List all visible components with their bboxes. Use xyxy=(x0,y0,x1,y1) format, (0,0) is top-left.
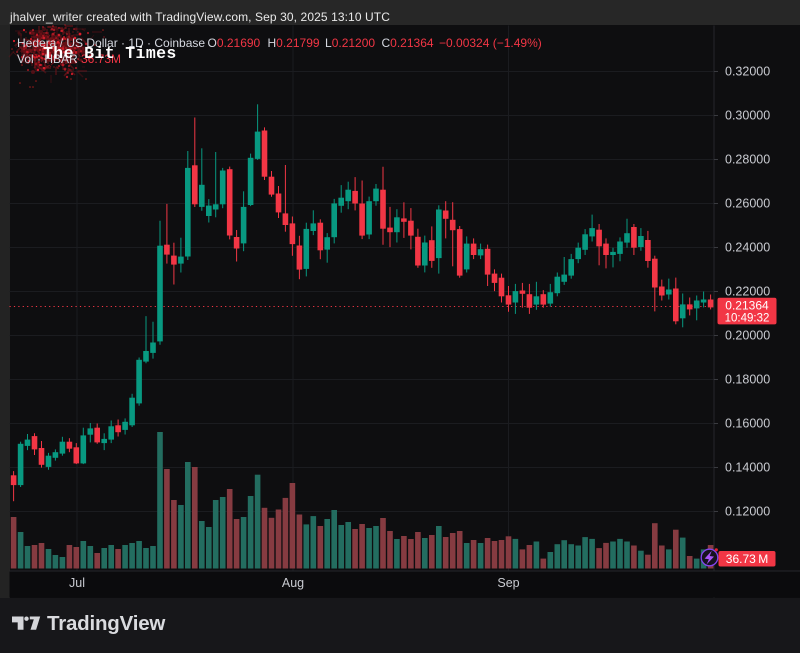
svg-text:36.73 M: 36.73 M xyxy=(726,552,768,566)
svg-text:0.30000: 0.30000 xyxy=(725,109,770,123)
svg-text:0.28000: 0.28000 xyxy=(725,153,770,167)
svg-text:0.24000: 0.24000 xyxy=(725,241,770,255)
svg-text:0.21364: 0.21364 xyxy=(725,299,769,313)
svg-text:0.18000: 0.18000 xyxy=(725,373,770,387)
svg-text:Sep: Sep xyxy=(497,576,519,590)
svg-text:10:49:32: 10:49:32 xyxy=(725,313,770,325)
svg-text:Aug: Aug xyxy=(282,576,304,590)
svg-text:0.14000: 0.14000 xyxy=(725,461,770,475)
svg-text:0.22000: 0.22000 xyxy=(725,285,770,299)
svg-text:0.16000: 0.16000 xyxy=(725,417,770,431)
svg-text:0.26000: 0.26000 xyxy=(725,197,770,211)
svg-text:0.32000: 0.32000 xyxy=(725,65,770,79)
svg-text:Jul: Jul xyxy=(69,576,85,590)
svg-text:0.12000: 0.12000 xyxy=(725,505,770,519)
svg-text:0.20000: 0.20000 xyxy=(725,329,770,343)
